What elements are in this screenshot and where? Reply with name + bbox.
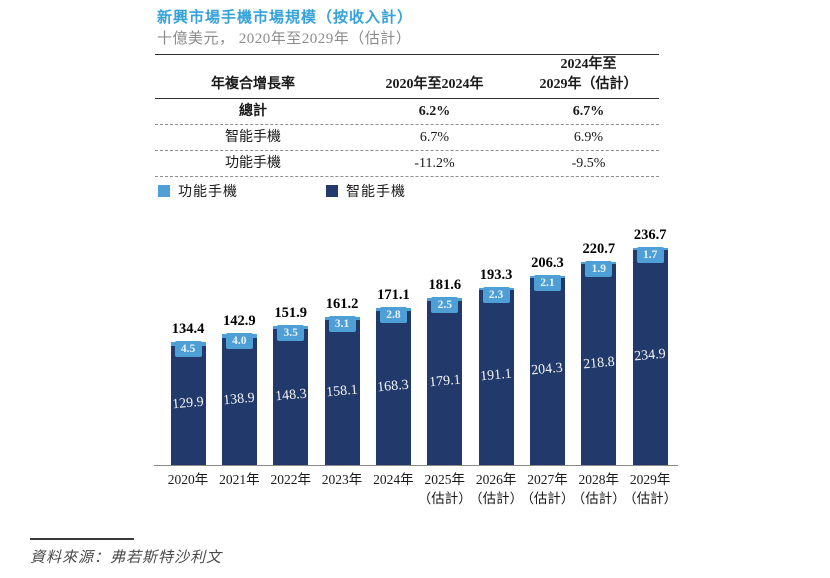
feature-phone-value-badge: 4.5 bbox=[174, 340, 202, 357]
total-value-label: 151.9 bbox=[274, 304, 307, 321]
smartphone-segment bbox=[632, 249, 668, 465]
x-axis-label: 2029年 （估計） bbox=[611, 470, 689, 508]
total-value-label: 220.7 bbox=[582, 241, 616, 258]
source-divider bbox=[30, 538, 134, 540]
x-axis-label: 2023年 bbox=[303, 470, 381, 489]
table-body: 總計 6.2% 6.7% 智能手機 6.7% 6.9% 功能手機 -11.2% -9.5% bbox=[155, 99, 659, 177]
x-axis-label-year: 2021年 bbox=[219, 472, 260, 487]
smartphone-value-label: 234.9 bbox=[633, 346, 667, 365]
x-axis-label-note: （估計） bbox=[469, 491, 524, 506]
x-axis-label: 2022年 bbox=[252, 470, 330, 489]
smartphone-segment bbox=[170, 345, 206, 465]
x-axis-label-note: （估計） bbox=[623, 491, 678, 506]
feature-phone-value-badge: 4.0 bbox=[225, 332, 253, 349]
legend-swatch-icon bbox=[326, 185, 338, 197]
total-value-label: 193.3 bbox=[479, 266, 513, 283]
feature-phone-value-badge: 1.9 bbox=[585, 261, 613, 278]
table-cell-period2: -9.5% bbox=[571, 155, 606, 171]
feature-phone-value-badge: 2.1 bbox=[533, 274, 561, 291]
legend-label: 智能手機 bbox=[346, 185, 406, 200]
x-axis-label: 2027年 （估計） bbox=[508, 470, 586, 508]
bar-2029年 bbox=[632, 247, 668, 465]
total-value-label: 181.6 bbox=[428, 277, 462, 294]
x-axis-label: 2026年 （估計） bbox=[457, 470, 535, 508]
table-cell-period1: 6.7% bbox=[419, 129, 450, 145]
table-cell-period2: 6.7% bbox=[572, 103, 605, 119]
cagr-table: 年複合增長率 2020年至2024年 2024年至 2029年（估計） 總計 6.… bbox=[155, 54, 659, 177]
total-value-label: 161.2 bbox=[325, 296, 359, 313]
smartphone-segment bbox=[529, 277, 565, 465]
table-cell-period1: 6.2% bbox=[418, 103, 451, 119]
total-value-label: 171.1 bbox=[377, 287, 410, 304]
x-axis-line bbox=[154, 465, 678, 466]
legend-label: 功能手機 bbox=[178, 185, 238, 200]
table-row: 總計 6.2% 6.7% bbox=[155, 99, 659, 125]
smartphone-segment bbox=[273, 329, 309, 465]
x-axis-label: 2020年 bbox=[149, 470, 227, 489]
x-axis-label: 2025年 （估計） bbox=[406, 470, 484, 508]
total-value-label: 206.3 bbox=[531, 254, 564, 271]
table-cell-period2: 6.9% bbox=[573, 129, 604, 145]
table-row-label: 智能手機 bbox=[225, 129, 281, 145]
smartphone-segment bbox=[478, 289, 514, 465]
smartphone-segment bbox=[427, 300, 463, 465]
table-row: 功能手機 -11.2% -9.5% bbox=[155, 151, 659, 177]
table-header-period2-line1: 2024年至 bbox=[560, 57, 617, 72]
x-axis-label-year: 2023年 bbox=[321, 472, 363, 487]
x-axis-label-year: 2025年 bbox=[424, 472, 466, 487]
table-header-metric: 年複合增長率 bbox=[211, 77, 295, 92]
table-header-period1: 2020年至2024年 bbox=[385, 77, 484, 92]
total-value-label: 236.7 bbox=[633, 226, 667, 243]
bar-2026年 bbox=[478, 287, 514, 465]
table-row-label: 功能手機 bbox=[225, 155, 281, 171]
legend-swatch-icon bbox=[158, 185, 170, 197]
table-header-period2-line2: 2029年（估計） bbox=[539, 77, 638, 92]
legend-item: 智能手機 bbox=[326, 184, 406, 200]
x-axis-label-year: 2029年 bbox=[629, 472, 671, 487]
x-axis-label-year: 2020年 bbox=[167, 472, 209, 487]
table-row: 智能手機 6.7% 6.9% bbox=[155, 125, 659, 151]
x-axis-label-year: 2026年 bbox=[475, 472, 517, 487]
smartphone-segment bbox=[375, 310, 411, 465]
feature-phone-value-badge: 3.1 bbox=[328, 316, 356, 333]
x-axis-label-year: 2028年 bbox=[578, 472, 620, 487]
x-axis-label: 2024年 bbox=[354, 470, 432, 489]
x-axis-label-year: 2024年 bbox=[373, 472, 414, 487]
chart-legend: 功能手機 智能手機 bbox=[158, 184, 406, 200]
table-header-period2: 2024年至 2029年（估計） bbox=[518, 55, 659, 98]
smartphone-segment bbox=[324, 320, 360, 465]
x-axis-label-year: 2027年 bbox=[527, 472, 568, 487]
feature-phone-value-badge: 1.7 bbox=[636, 246, 664, 263]
table-header-row: 年複合增長率 2020年至2024年 2024年至 2029年（估計） bbox=[155, 55, 659, 99]
x-axis-label-note: （估計） bbox=[417, 491, 472, 506]
total-value-label: 134.4 bbox=[171, 320, 205, 337]
x-axis-label: 2028年 （估計） bbox=[560, 470, 638, 508]
smartphone-segment bbox=[581, 264, 617, 465]
x-axis-label: 2021年 bbox=[200, 470, 278, 489]
feature-phone-value-badge: 3.5 bbox=[277, 324, 305, 341]
figure-subtitle: 十億美元， 2020年至2029年（估計） bbox=[157, 31, 412, 47]
source-note: 資料來源：弗若斯特沙利文 bbox=[30, 550, 223, 566]
legend-item: 功能手機 bbox=[158, 184, 238, 200]
x-axis-label-note: （估計） bbox=[520, 491, 575, 506]
table-row-label: 總計 bbox=[239, 103, 267, 119]
table-cell-period1: -11.2% bbox=[414, 155, 455, 171]
feature-phone-value-badge: 2.3 bbox=[482, 286, 510, 303]
smartphone-segment bbox=[221, 337, 257, 465]
feature-phone-value-badge: 2.5 bbox=[431, 297, 459, 314]
x-axis-label-year: 2022年 bbox=[270, 472, 311, 487]
total-value-label: 142.9 bbox=[223, 312, 256, 329]
feature-phone-value-badge: 2.8 bbox=[379, 307, 407, 324]
x-axis-label-note: （估計） bbox=[571, 491, 626, 506]
figure-title: 新興市場手機市場規模（按收入計） bbox=[157, 9, 414, 26]
